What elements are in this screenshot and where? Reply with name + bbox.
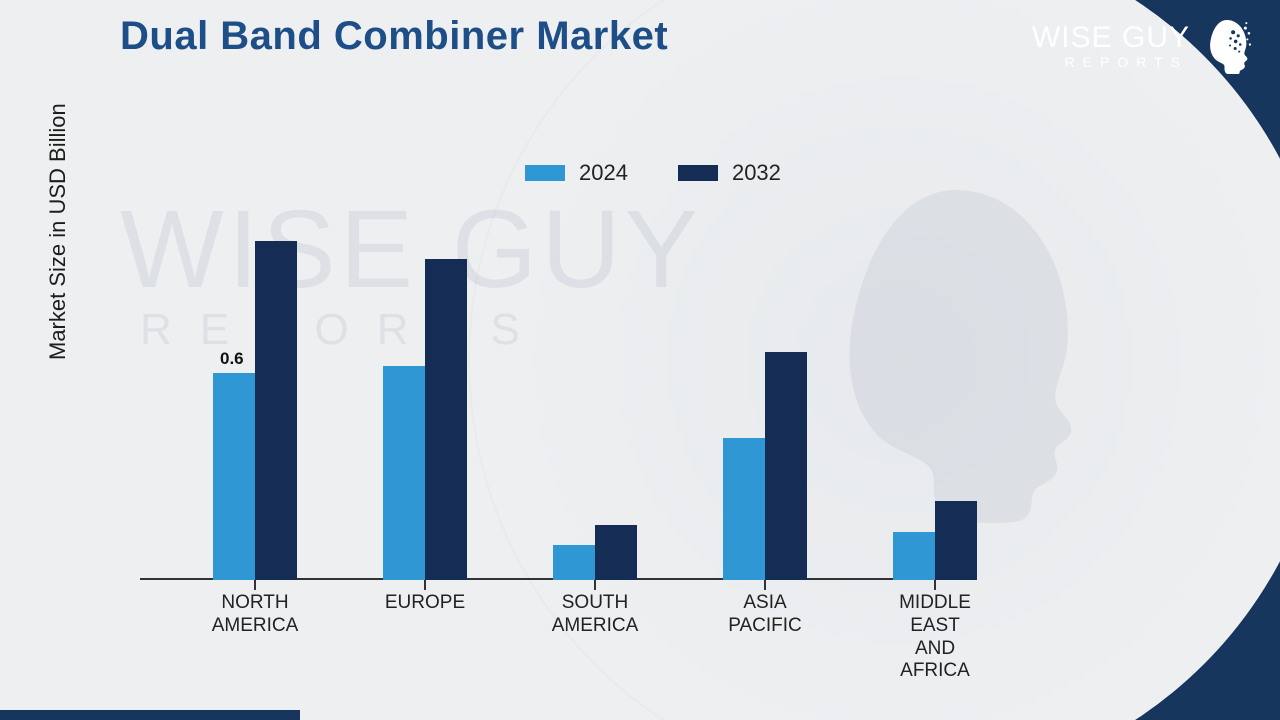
- category-label: NORTHAMERICA: [180, 592, 330, 638]
- legend-label: 2032: [732, 160, 781, 186]
- legend-item-2032: 2032: [678, 160, 781, 186]
- category-label: ASIAPACIFIC: [690, 592, 840, 638]
- category-label: MIDDLEEASTANDAFRICA: [860, 592, 1010, 683]
- brand-name-guy: GUY: [1122, 21, 1190, 54]
- bar: [935, 501, 977, 580]
- page-title: Dual Band Combiner Market: [120, 14, 668, 59]
- bar-group: 0.6: [213, 241, 297, 580]
- bar: [213, 373, 255, 580]
- brand-logo: WISE GUY REPORTS: [1032, 18, 1254, 74]
- brand-name-line1: WISE GUY: [1032, 23, 1190, 53]
- brand-name-wise: WISE: [1032, 21, 1113, 54]
- chart-legend: 2024 2032: [525, 160, 781, 186]
- x-tick: [764, 580, 766, 590]
- brand-logo-text: WISE GUY REPORTS: [1032, 23, 1190, 69]
- bar: [595, 525, 637, 580]
- chart: 20242032 Market Size in USD Billion 0.6 …: [55, 160, 975, 700]
- bar: [765, 352, 807, 580]
- brand-name-line2: REPORTS: [1065, 55, 1188, 69]
- legend-swatch: [678, 165, 718, 181]
- bar-group: [383, 259, 467, 580]
- chart-category-labels: NORTHAMERICA EUROPE SOUTHAMERICA ASIAPACIFI…: [140, 580, 970, 700]
- x-tick: [254, 580, 256, 590]
- bar: [723, 438, 765, 580]
- legend-label: 2024: [579, 160, 628, 186]
- brand-head-icon: [1198, 18, 1254, 74]
- bar-group: [893, 501, 977, 580]
- bar-value-label: 0.6: [220, 349, 244, 369]
- chart-y-axis-label: Market Size in USD Billion: [45, 103, 71, 360]
- x-tick: [424, 580, 426, 590]
- category-label: EUROPE: [350, 592, 500, 615]
- bottom-accent-strip: [0, 710, 300, 720]
- bar-group: [553, 525, 637, 580]
- bar: [255, 241, 297, 580]
- legend-swatch: [525, 165, 565, 181]
- chart-plot-area: 0.6: [140, 200, 970, 580]
- page-root: WISE GUY REPORTS Dual Band Combiner Mark…: [0, 0, 1280, 720]
- bar-group: [723, 352, 807, 580]
- x-tick: [934, 580, 936, 590]
- bar: [553, 545, 595, 580]
- bar: [893, 532, 935, 580]
- bar: [383, 366, 425, 580]
- bar: [425, 259, 467, 580]
- legend-item-2024: 2024: [525, 160, 628, 186]
- category-label: SOUTHAMERICA: [520, 592, 670, 638]
- x-tick: [594, 580, 596, 590]
